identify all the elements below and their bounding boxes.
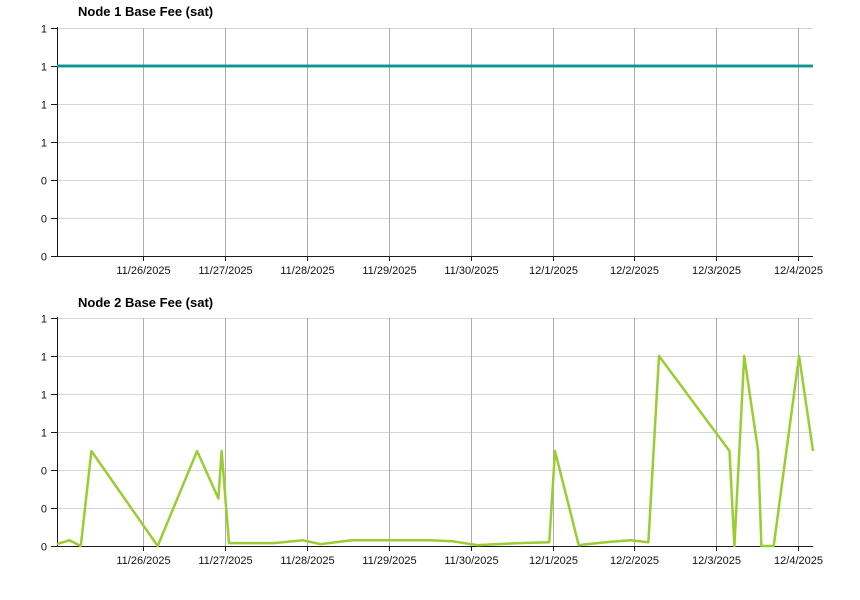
x-tick-label: 11/27/2025 (198, 555, 252, 567)
x-tick-marks (143, 256, 799, 261)
y-tick-label: 1 (41, 428, 47, 440)
y-tick-label: 0 (41, 466, 47, 478)
x-tick-label: 11/28/2025 (280, 265, 334, 277)
y-tick-label: 1 (41, 314, 47, 326)
y-tick-label: 1 (41, 352, 47, 364)
series-line-node-2-base-fee-sat- (56, 354, 815, 548)
node2-chart-title: Node 2 Base Fee (sat) (78, 295, 214, 310)
y-tick-label: 0 (41, 504, 47, 516)
x-tick-label: 11/28/2025 (280, 555, 334, 567)
x-tick-label: 11/26/2025 (116, 265, 170, 277)
x-tick-label: 12/3/2025 (692, 555, 741, 567)
horizontal-gridlines (57, 28, 813, 219)
x-tick-label: 12/2/2025 (610, 555, 659, 567)
x-tick-marks (143, 546, 799, 551)
y-tick-label: 1 (41, 390, 47, 402)
node1-chart-title: Node 1 Base Fee (sat) (78, 4, 214, 19)
y-tick-label: 1 (41, 62, 47, 74)
x-tick-label: 12/4/2025 (774, 265, 823, 277)
x-tick-label: 12/2/2025 (610, 265, 659, 277)
y-tick-label: 0 (41, 176, 47, 188)
x-tick-labels: 11/26/2025 11/27/2025 11/28/2025 11/29/2025… (116, 265, 823, 277)
x-tick-label: 11/29/2025 (362, 265, 416, 277)
y-tick-label: 1 (41, 100, 47, 112)
axes (57, 27, 813, 257)
x-tick-label: 11/29/2025 (362, 555, 416, 567)
horizontal-gridlines (57, 318, 813, 509)
x-tick-label: 12/4/2025 (774, 555, 823, 567)
x-tick-label: 11/30/2025 (444, 265, 498, 277)
x-tick-label: 12/3/2025 (692, 265, 741, 277)
vertical-gridlines (143, 318, 799, 546)
x-tick-labels: 11/26/2025 11/27/2025 11/28/2025 11/29/2025… (116, 555, 823, 567)
x-tick-label: 11/26/2025 (116, 555, 170, 567)
y-tick-labels: 1 1 1 1 0 0 0 (41, 314, 47, 554)
x-tick-label: 11/27/2025 (198, 265, 252, 277)
x-tick-label: 11/30/2025 (444, 555, 498, 567)
y-tick-labels: 1 1 1 1 0 0 0 (41, 24, 47, 264)
x-tick-label: 12/1/2025 (529, 265, 578, 277)
y-tick-label: 0 (41, 214, 47, 226)
y-tick-label: 1 (41, 138, 47, 150)
y-tick-label: 0 (41, 252, 47, 264)
y-tick-label: 0 (41, 542, 47, 554)
y-tick-marks (51, 28, 57, 257)
x-tick-label: 12/1/2025 (529, 555, 578, 567)
y-tick-label: 1 (41, 24, 47, 36)
axes (57, 317, 813, 547)
y-tick-marks (51, 318, 57, 547)
